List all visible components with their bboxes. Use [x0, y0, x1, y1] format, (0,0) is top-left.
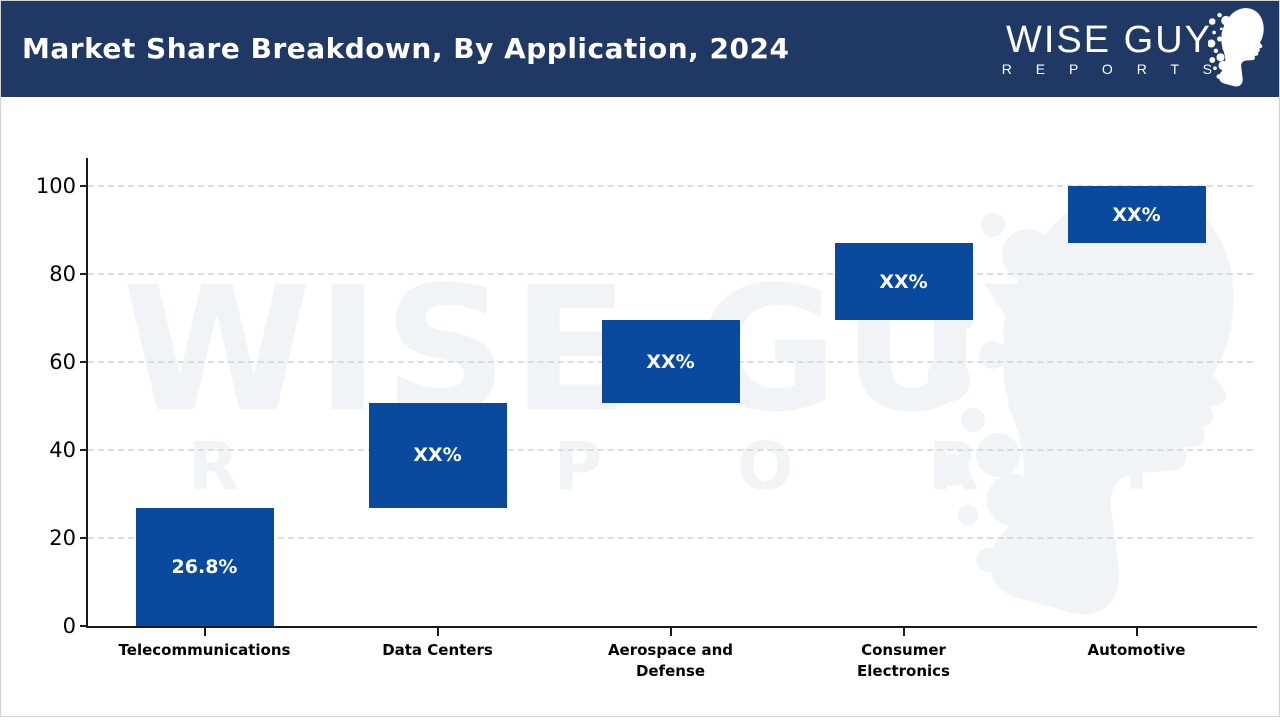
y-tick-label: 60 — [49, 350, 76, 374]
y-tick-mark — [80, 625, 88, 627]
bar-aerospace-and-defense: XX% — [601, 320, 740, 403]
x-tick-mark — [669, 628, 672, 636]
y-tick-mark — [80, 185, 88, 187]
bar-consumer-electronics: XX% — [834, 243, 973, 321]
x-tick-label-telecommunications: Telecommunications — [118, 641, 291, 659]
page-title: Market Share Breakdown, By Application, … — [22, 32, 790, 65]
y-tick-mark — [80, 449, 88, 451]
y-tick-label: 0 — [62, 614, 76, 638]
y-axis — [86, 158, 88, 628]
bar-data-centers: XX% — [368, 402, 507, 509]
x-tick-mark — [902, 628, 905, 636]
gridline-y-20 — [88, 537, 1253, 539]
x-tick-label-automotive: Automotive — [1087, 641, 1186, 659]
bar-value-label: XX% — [413, 444, 462, 467]
x-tick-mark — [1135, 628, 1138, 636]
bar-value-label: 26.8% — [171, 556, 238, 579]
logo-wise-guy-text: WISE GUY — [1005, 18, 1212, 61]
brand-logo: WISE GUY R E P O R T S — [1002, 4, 1266, 94]
y-tick-mark — [80, 273, 88, 275]
bar-value-label: XX% — [1112, 203, 1161, 226]
x-tick-label-aerospace-and-defense: Aerospace and Defense — [607, 641, 734, 680]
x-tick-mark — [436, 628, 439, 636]
x-tick-label-consumer-electronics: Consumer Electronics — [857, 641, 950, 680]
x-axis — [86, 626, 1257, 628]
gridline-y-80 — [88, 273, 1253, 275]
y-tick-label: 40 — [49, 438, 76, 462]
bar-automotive: XX% — [1067, 186, 1206, 244]
y-tick-label: 20 — [49, 526, 76, 550]
x-tick-mark — [203, 628, 206, 636]
logo-face-icon — [1208, 8, 1264, 87]
gridline-y-100 — [88, 185, 1253, 187]
logo-reports-text: R E P O R T S — [1001, 61, 1222, 78]
bar-telecommunications: 26.8% — [135, 508, 274, 626]
y-tick-mark — [80, 537, 88, 539]
y-tick-label: 100 — [35, 174, 76, 198]
header-bar: Market Share Breakdown, By Application, … — [0, 0, 1280, 97]
y-tick-mark — [80, 361, 88, 363]
waterfall-chart: 0 20 40 60 80 100 26.8% Telecommunications XX% Da… — [0, 97, 1280, 717]
y-tick-label: 80 — [49, 262, 76, 286]
bar-value-label: XX% — [646, 350, 695, 373]
x-tick-label-data-centers: Data Centers — [382, 641, 493, 659]
gridline-y-40 — [88, 449, 1253, 451]
bar-value-label: XX% — [879, 270, 928, 293]
